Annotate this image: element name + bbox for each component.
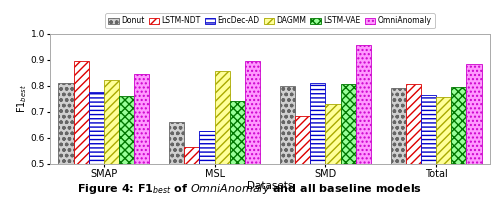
Bar [88, 92, 104, 164]
Bar [391, 88, 406, 164]
Bar [452, 87, 466, 164]
Bar [280, 86, 295, 164]
Bar [406, 84, 421, 164]
Bar [295, 116, 310, 164]
Y-axis label: F1$_{best}$: F1$_{best}$ [16, 84, 30, 113]
Bar [169, 122, 184, 164]
Bar [104, 80, 119, 164]
Bar [466, 64, 481, 164]
Bar [436, 97, 452, 164]
Bar [230, 101, 245, 164]
Bar [74, 61, 88, 164]
Bar [184, 147, 200, 164]
Bar [214, 71, 230, 164]
Bar [310, 83, 326, 164]
Bar [326, 104, 340, 164]
Bar [200, 131, 214, 164]
Bar [119, 96, 134, 164]
Legend: Donut, LSTM-NDT, EncDec-AD, DAGMM, LSTM-VAE, OmniAnomaly: Donut, LSTM-NDT, EncDec-AD, DAGMM, LSTM-… [106, 13, 434, 29]
Bar [134, 74, 149, 164]
Bar [245, 61, 260, 164]
Bar [340, 84, 355, 164]
X-axis label: Datasets: Datasets [247, 181, 293, 192]
Bar [421, 95, 436, 164]
Text: Figure 4: F1$_{best}$ of $\mathit{OmniAnomaly}$ and all baseline models: Figure 4: F1$_{best}$ of $\mathit{OmniAn… [78, 182, 422, 196]
Bar [58, 83, 74, 164]
Bar [356, 45, 371, 164]
